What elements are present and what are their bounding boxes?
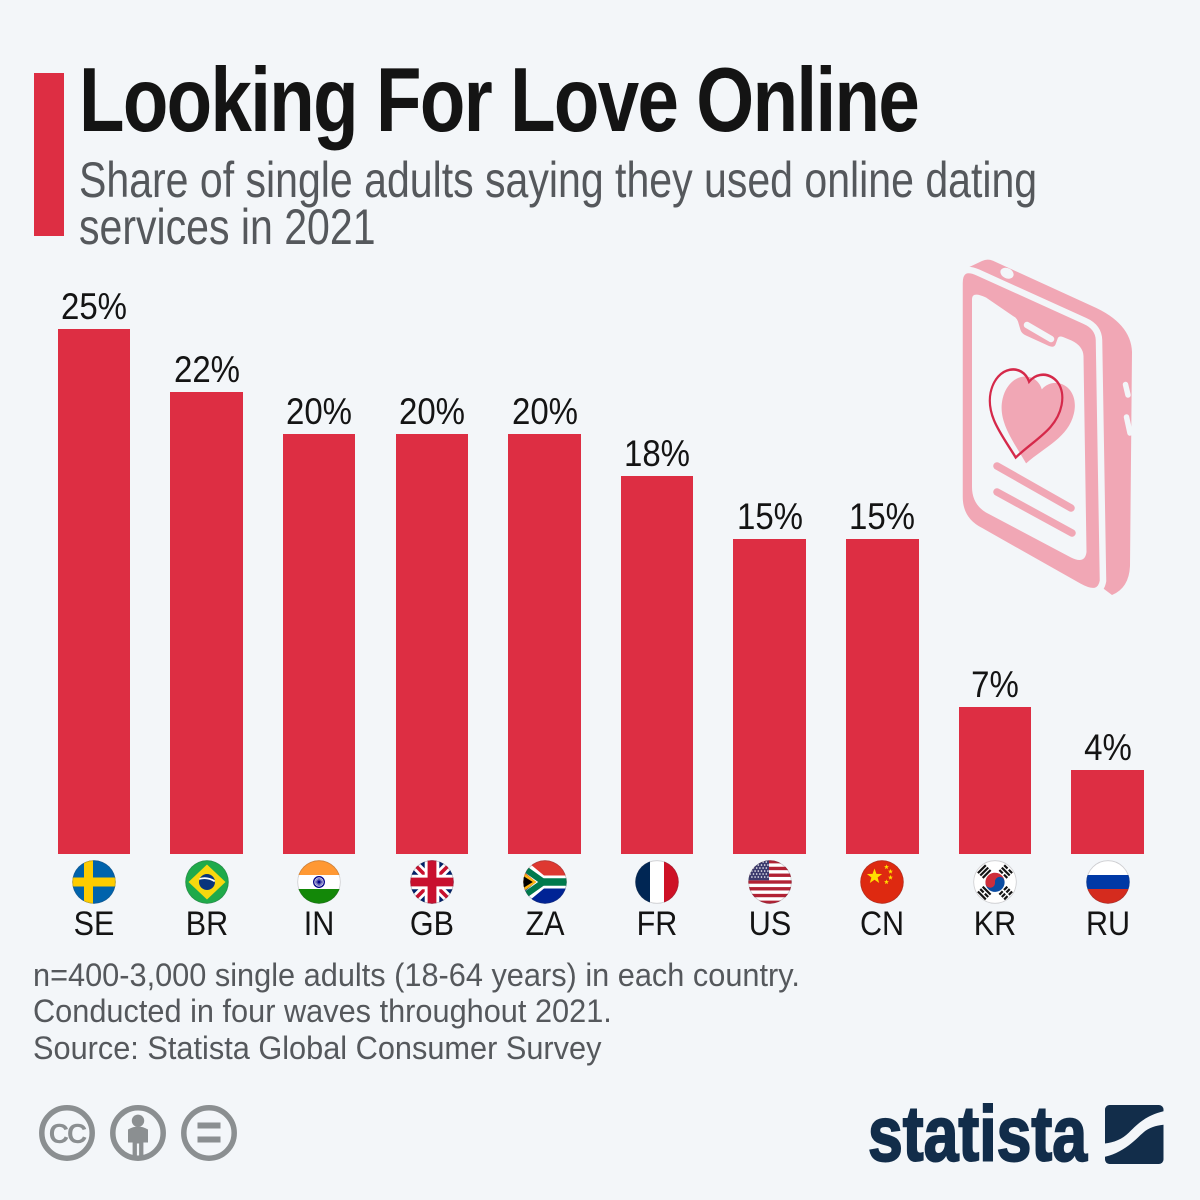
svg-text:CC: CC [49, 1118, 87, 1149]
svg-text:statista: statista [868, 1095, 1087, 1175]
